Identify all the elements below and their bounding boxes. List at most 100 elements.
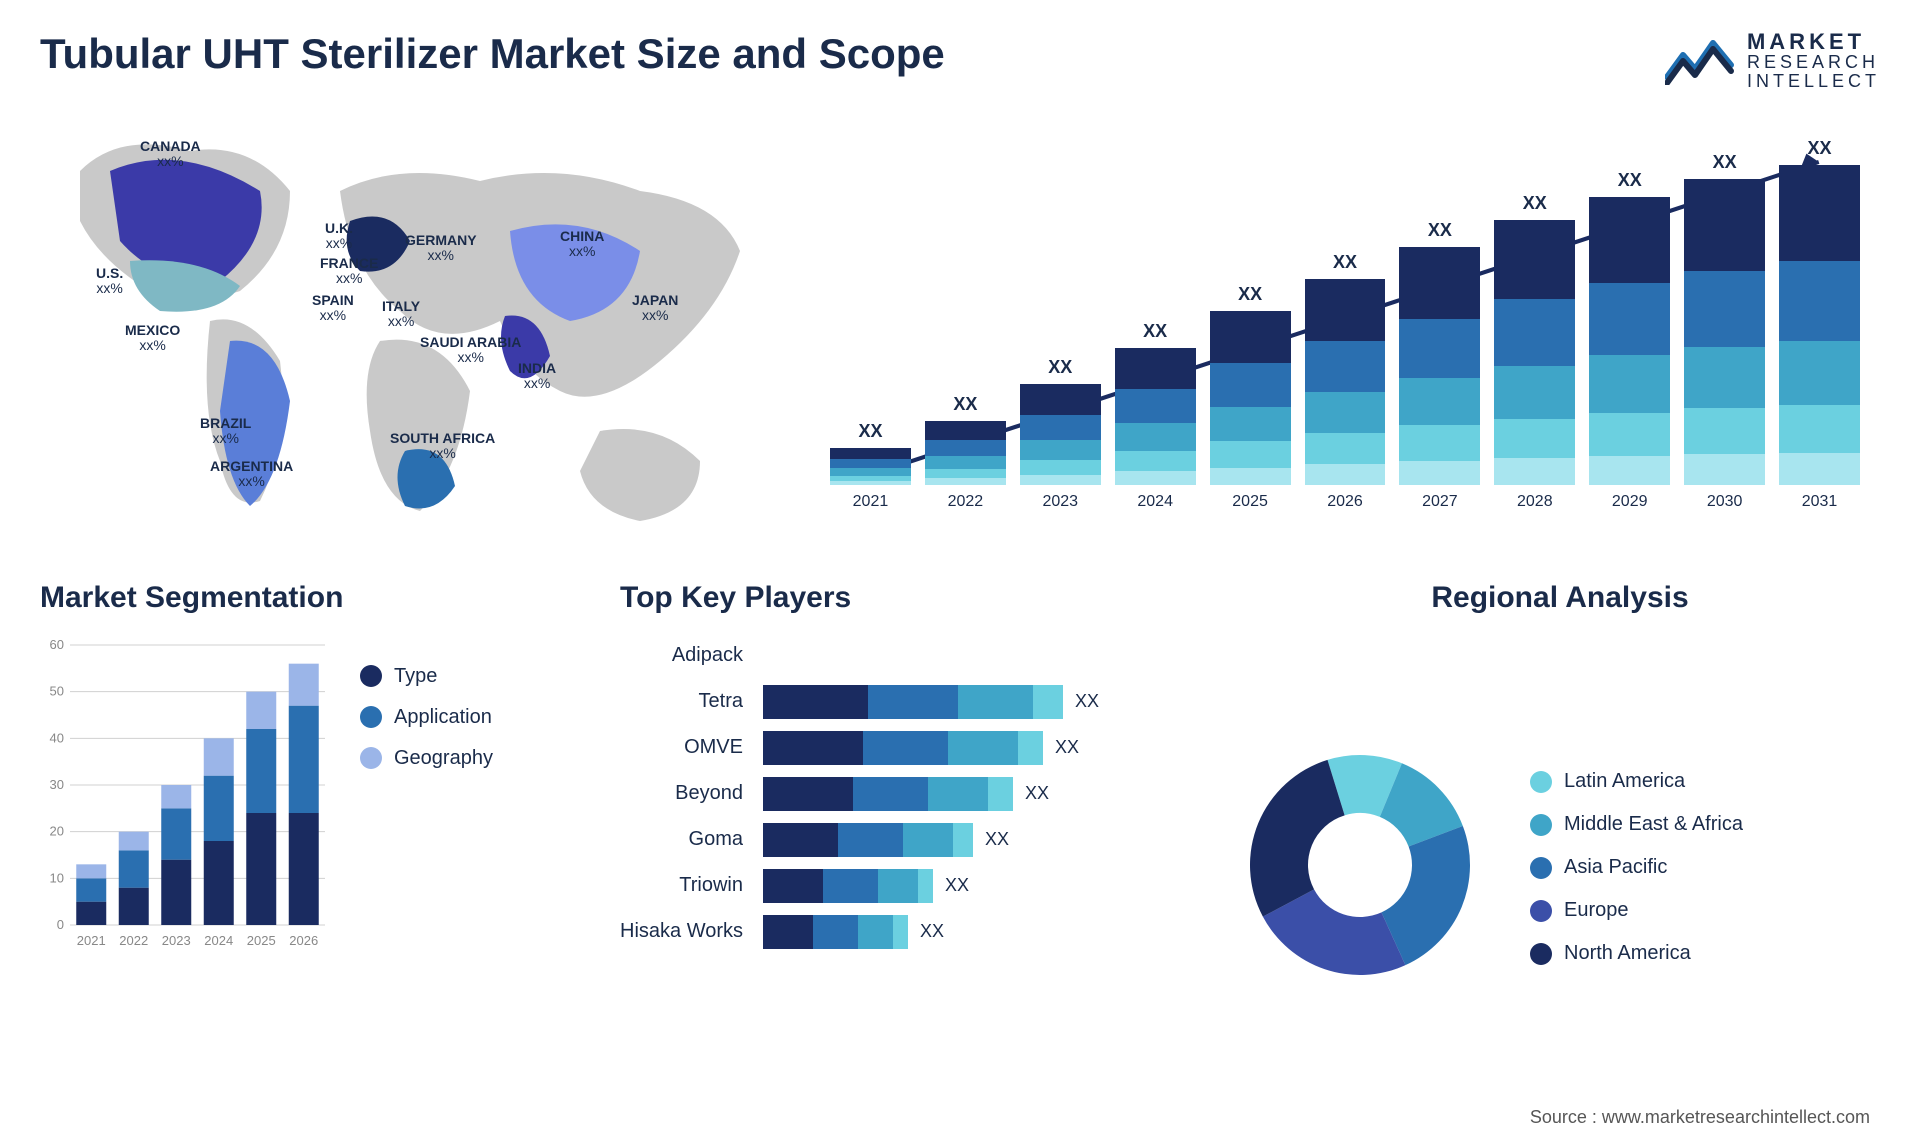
- growth-segment: [1779, 261, 1860, 341]
- player-segment: [823, 869, 878, 903]
- growth-bar: [1020, 384, 1101, 485]
- growth-segment: [1210, 468, 1291, 485]
- legend-label: Type: [394, 665, 437, 688]
- page-title: Tubular UHT Sterilizer Market Size and S…: [40, 30, 945, 78]
- player-segment: [1018, 731, 1043, 765]
- growth-segment: [1779, 165, 1860, 261]
- world-map-panel: CANADAxx%U.S.xx%MEXICOxx%BRAZILxx%ARGENT…: [40, 111, 760, 541]
- players-labels: AdipackTetraOMVEBeyondGomaTriowinHisaka …: [620, 635, 743, 1101]
- growth-bar: [1115, 348, 1196, 485]
- top-row: CANADAxx%U.S.xx%MEXICOxx%BRAZILxx%ARGENT…: [40, 111, 1880, 541]
- player-row: XX: [763, 869, 1200, 903]
- growth-segment: [1115, 348, 1196, 389]
- bottom-row: Market Segmentation 01020304050602021202…: [40, 581, 1880, 1101]
- svg-text:40: 40: [50, 730, 64, 745]
- player-segment: [953, 823, 973, 857]
- growth-segment: [1305, 392, 1386, 433]
- source-citation: Source : www.marketresearchintellect.com: [1530, 1107, 1870, 1128]
- growth-segment: [1684, 347, 1765, 408]
- growth-segment: [1305, 433, 1386, 464]
- player-segment: [763, 869, 823, 903]
- growth-segment: [1020, 460, 1101, 475]
- growth-year-label: 2031: [1802, 493, 1838, 511]
- legend-swatch-icon: [1530, 771, 1552, 793]
- player-bar: [763, 869, 933, 903]
- player-label: OMVE: [684, 731, 743, 765]
- growth-bar-label: XX: [1238, 284, 1262, 305]
- growth-year-label: 2024: [1137, 493, 1173, 511]
- player-label: Triowin: [679, 869, 743, 903]
- logo-text: MARKET RESEARCH INTELLECT: [1747, 30, 1880, 91]
- growth-segment: [1494, 419, 1575, 459]
- player-segment: [763, 731, 863, 765]
- svg-text:2024: 2024: [204, 933, 233, 948]
- legend-label: Middle East & Africa: [1564, 813, 1743, 836]
- svg-text:2026: 2026: [289, 933, 318, 948]
- player-segment: [988, 777, 1013, 811]
- growth-year-label: 2021: [853, 493, 889, 511]
- growth-segment: [1684, 271, 1765, 348]
- growth-bar-label: XX: [1333, 252, 1357, 273]
- legend-item: North America: [1530, 942, 1743, 965]
- player-segment: [763, 915, 813, 949]
- growth-segment: [1115, 389, 1196, 423]
- growth-segment: [1020, 440, 1101, 460]
- map-label: FRANCExx%: [320, 256, 378, 287]
- players-content: AdipackTetraOMVEBeyondGomaTriowinHisaka …: [620, 635, 1200, 1101]
- map-label: CHINAxx%: [560, 229, 604, 260]
- growth-column: XX2023: [1020, 357, 1101, 511]
- map-label: ARGENTINAxx%: [210, 459, 293, 490]
- player-label: Adipack: [672, 639, 743, 673]
- player-label: Hisaka Works: [620, 915, 743, 949]
- player-segment: [858, 915, 893, 949]
- player-bar: [763, 915, 908, 949]
- legend-label: Asia Pacific: [1564, 856, 1667, 879]
- player-value: XX: [1055, 737, 1079, 758]
- svg-text:0: 0: [57, 917, 64, 932]
- player-segment: [1033, 685, 1063, 719]
- growth-bar: [1684, 179, 1765, 485]
- logo-line-2: RESEARCH: [1747, 53, 1880, 72]
- growth-column: XX2021: [830, 421, 911, 511]
- player-segment: [868, 685, 958, 719]
- growth-bar-label: XX: [1618, 170, 1642, 191]
- player-value: XX: [945, 875, 969, 896]
- growth-segment: [1589, 283, 1670, 355]
- player-segment: [878, 869, 918, 903]
- svg-text:2023: 2023: [162, 933, 191, 948]
- growth-bar-label: XX: [1523, 193, 1547, 214]
- growth-segment: [1210, 363, 1291, 406]
- segmentation-legend: TypeApplicationGeography: [360, 635, 493, 1101]
- svg-text:2021: 2021: [77, 933, 106, 948]
- growth-column: XX2029: [1589, 170, 1670, 511]
- player-segment: [813, 915, 858, 949]
- legend-swatch-icon: [360, 747, 382, 769]
- header: Tubular UHT Sterilizer Market Size and S…: [40, 30, 1880, 91]
- player-segment: [838, 823, 903, 857]
- growth-column: XX2026: [1305, 252, 1386, 511]
- growth-segment: [925, 421, 1006, 440]
- player-segment: [893, 915, 908, 949]
- growth-column: XX2024: [1115, 321, 1196, 511]
- legend-label: Europe: [1564, 899, 1629, 922]
- growth-segment: [1779, 453, 1860, 485]
- growth-segment: [1305, 279, 1386, 341]
- player-row: [763, 639, 1200, 673]
- growth-bar-label: XX: [953, 394, 977, 415]
- map-label: SOUTH AFRICAxx%: [390, 431, 495, 462]
- legend-swatch-icon: [1530, 900, 1552, 922]
- player-segment: [918, 869, 933, 903]
- map-label: BRAZILxx%: [200, 416, 251, 447]
- logo-line-3: INTELLECT: [1747, 72, 1880, 91]
- legend-swatch-icon: [360, 706, 382, 728]
- segmentation-content: 0102030405060202120222023202420252026 Ty…: [40, 635, 580, 1101]
- growth-chart-panel: XX2021XX2022XX2023XX2024XX2025XX2026XX20…: [790, 111, 1880, 541]
- growth-column: XX2025: [1210, 284, 1291, 511]
- svg-text:60: 60: [50, 637, 64, 652]
- donut-chart: [1240, 745, 1500, 990]
- segmentation-panel: Market Segmentation 01020304050602021202…: [40, 581, 580, 1101]
- growth-year-label: 2022: [948, 493, 984, 511]
- legend-item: Application: [360, 706, 493, 729]
- growth-segment: [1494, 458, 1575, 485]
- growth-segment: [1210, 311, 1291, 363]
